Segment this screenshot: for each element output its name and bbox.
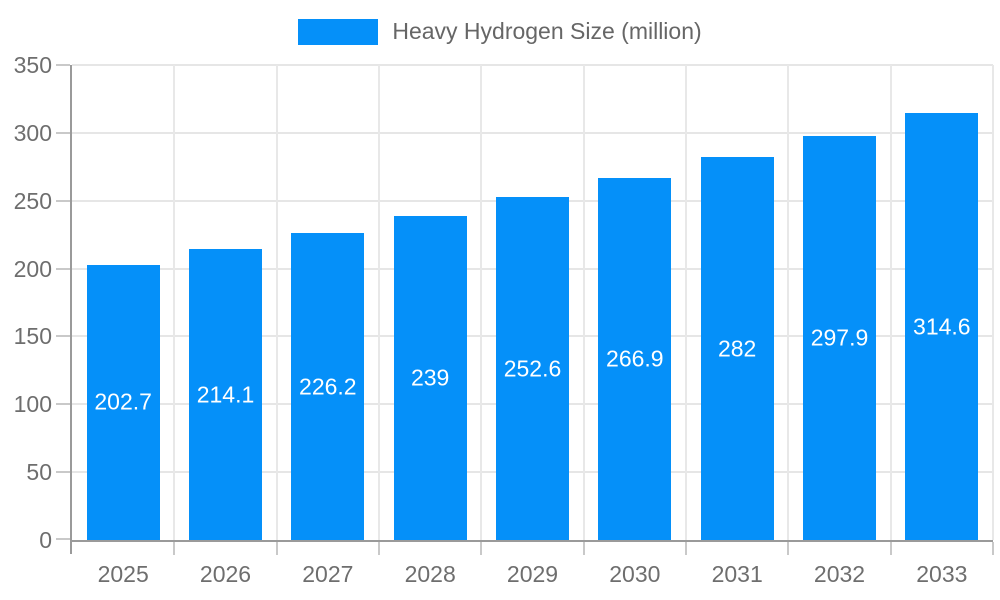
- y-tick: [56, 131, 70, 134]
- y-tick: [56, 403, 70, 406]
- y-tick: [56, 267, 70, 270]
- gridline-v: [173, 65, 175, 540]
- bar[interactable]: [598, 177, 671, 540]
- gridline-v: [583, 65, 585, 540]
- y-tick: [56, 64, 70, 66]
- chart-legend[interactable]: Heavy Hydrogen Size (million): [0, 18, 1000, 45]
- y-tick-label: 250: [13, 187, 52, 214]
- gridline-v: [787, 65, 789, 540]
- x-tick: [992, 542, 994, 555]
- x-axis-label: 2028: [404, 561, 456, 587]
- y-axis-line: [70, 65, 72, 554]
- bar[interactable]: [394, 215, 467, 540]
- bar-value-label: 252.6: [503, 355, 562, 382]
- x-tick: [890, 542, 892, 555]
- y-tick: [56, 199, 70, 202]
- y-tick-label: 150: [13, 323, 52, 350]
- bar[interactable]: [803, 135, 876, 540]
- x-tick: [583, 542, 585, 555]
- y-tick: [56, 538, 70, 540]
- x-axis-label: 2025: [97, 561, 149, 587]
- bar-value-label: 202.7: [94, 388, 152, 415]
- gridline-v: [685, 65, 687, 540]
- gridline-v: [480, 65, 482, 540]
- x-tick: [480, 542, 482, 555]
- gridline-h: [72, 64, 993, 66]
- bar-value-label: 297.9: [810, 324, 869, 351]
- x-tick: [787, 542, 789, 555]
- bar-value-label: 282: [717, 335, 757, 362]
- y-tick-label: 100: [13, 391, 52, 418]
- x-tick: [276, 542, 278, 555]
- x-tick: [173, 542, 175, 555]
- bar-value-label: 239: [410, 364, 450, 391]
- x-axis-label: 2032: [813, 561, 866, 587]
- y-tick-label: 300: [13, 119, 52, 146]
- y-tick: [56, 335, 70, 338]
- bar[interactable]: [87, 264, 160, 540]
- gridline-v: [992, 65, 994, 540]
- bar[interactable]: [905, 113, 978, 540]
- bar[interactable]: [189, 249, 262, 540]
- bar-value-label: 214.1: [196, 381, 255, 408]
- y-tick-label: 50: [26, 459, 52, 486]
- y-tick-label: 350: [13, 52, 52, 78]
- legend-swatch: [298, 18, 379, 45]
- plot-area: 0 50 100 150 200 250 300 350 2025 2026 2027 2028 202…: [14, 52, 994, 587]
- gridline-v: [276, 65, 278, 540]
- gridline-v: [378, 65, 380, 540]
- x-axis-label: 2033: [916, 561, 968, 587]
- x-axis-label: 2029: [506, 561, 559, 587]
- legend-label: Heavy Hydrogen Size (million): [392, 18, 702, 44]
- x-axis-label: 2030: [609, 561, 661, 587]
- bar-value-label: 266.9: [606, 345, 664, 372]
- gridline-h: [72, 131, 993, 134]
- bar-value-label: 314.6: [913, 313, 971, 340]
- gridline-v: [890, 65, 892, 540]
- y-tick-label: 200: [13, 255, 52, 282]
- x-axis-label: 2027: [302, 561, 354, 587]
- x-axis-label: 2031: [711, 561, 763, 587]
- x-axis-line: [70, 540, 993, 542]
- x-tick: [685, 542, 687, 555]
- x-axis-label: 2026: [199, 561, 252, 587]
- y-tick: [56, 471, 70, 474]
- x-tick: [378, 542, 380, 555]
- bar-value-label: 226.2: [299, 373, 357, 399]
- bar[interactable]: [496, 197, 569, 540]
- bar[interactable]: [291, 233, 364, 540]
- bar[interactable]: [701, 157, 774, 540]
- y-tick-label: 0: [39, 527, 52, 553]
